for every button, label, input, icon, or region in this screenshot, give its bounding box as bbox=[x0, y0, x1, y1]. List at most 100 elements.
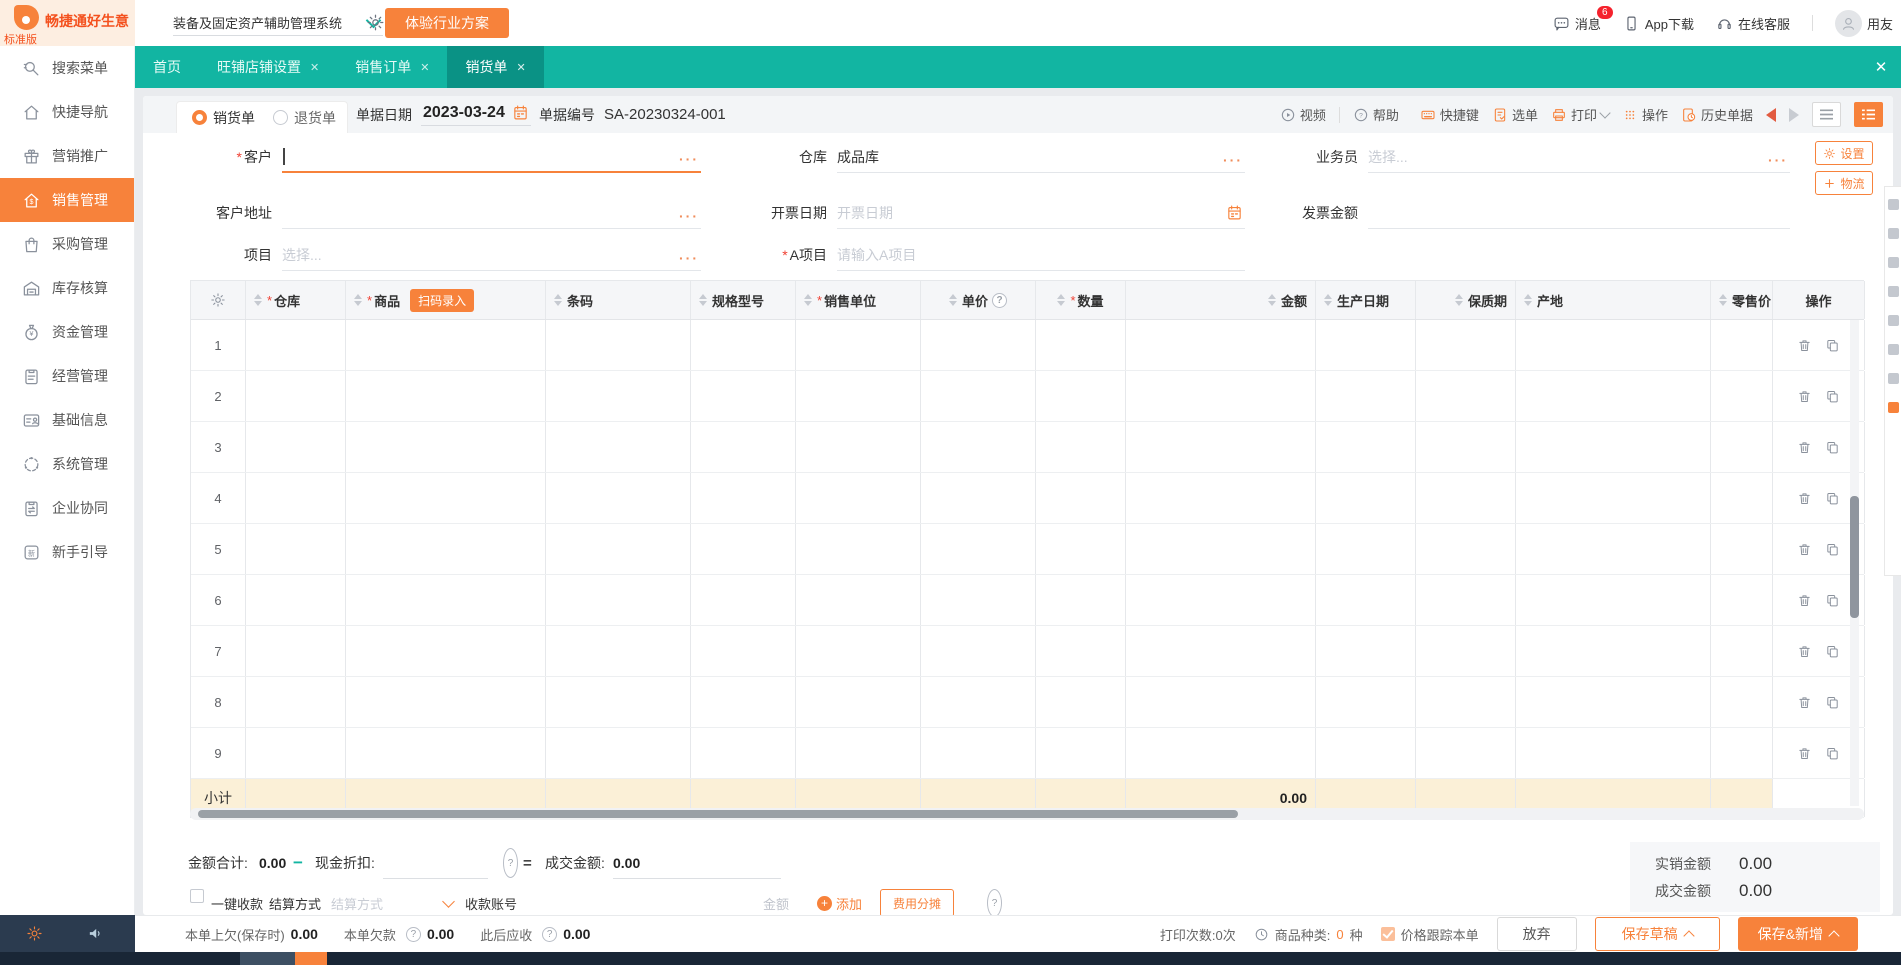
radio-sale-order[interactable]: 销货单 bbox=[192, 108, 255, 128]
side-tool-icon[interactable] bbox=[1887, 315, 1899, 326]
sidebar-item-2[interactable]: 营销推广 bbox=[0, 134, 134, 178]
sidebar-item-9[interactable]: 系统管理 bbox=[0, 442, 134, 486]
customer-input[interactable]: ··· bbox=[282, 141, 701, 173]
table-cell[interactable] bbox=[346, 473, 546, 523]
sidebar-item-4[interactable]: 采购管理 bbox=[0, 222, 134, 266]
sort-icon[interactable] bbox=[1719, 294, 1727, 306]
table-cell[interactable] bbox=[1711, 677, 1773, 727]
table-row[interactable]: 4 bbox=[191, 473, 1865, 524]
side-tool-icon[interactable] bbox=[1887, 228, 1899, 239]
table-cell[interactable] bbox=[691, 422, 796, 472]
sidebar-item-6[interactable]: ¥ 资金管理 bbox=[0, 310, 134, 354]
save-draft-button[interactable]: 保存草稿 bbox=[1594, 917, 1720, 951]
sort-icon[interactable] bbox=[354, 294, 362, 306]
table-cell[interactable]: 9 bbox=[191, 728, 246, 778]
table-cell[interactable] bbox=[1773, 626, 1865, 676]
sort-icon[interactable] bbox=[554, 294, 562, 306]
table-cell[interactable] bbox=[1316, 320, 1416, 370]
close-all-tabs-icon[interactable]: ✕ bbox=[1874, 59, 1888, 76]
sort-icon[interactable] bbox=[948, 294, 957, 306]
sort-icon[interactable] bbox=[1267, 294, 1276, 306]
table-cell[interactable] bbox=[1036, 320, 1126, 370]
table-cell[interactable] bbox=[246, 677, 346, 727]
help-icon[interactable]: ? bbox=[987, 889, 1002, 917]
table-cell[interactable] bbox=[1036, 422, 1126, 472]
table-cell[interactable] bbox=[1516, 728, 1711, 778]
table-cell[interactable] bbox=[1516, 575, 1711, 625]
table-cell[interactable] bbox=[1773, 677, 1865, 727]
help-icon[interactable]: ? bbox=[503, 848, 518, 878]
table-row[interactable]: 5 bbox=[191, 524, 1865, 575]
address-input[interactable]: ··· bbox=[282, 197, 701, 229]
table-cell[interactable] bbox=[1416, 371, 1516, 421]
table-settings-icon[interactable] bbox=[210, 292, 226, 308]
close-tab-icon[interactable]: ✕ bbox=[420, 61, 430, 74]
table-cell[interactable] bbox=[1316, 524, 1416, 574]
table-cell[interactable] bbox=[1126, 626, 1316, 676]
table-cell[interactable]: 5 bbox=[191, 524, 246, 574]
table-cell[interactable] bbox=[546, 371, 691, 421]
horizontal-scrollbar[interactable] bbox=[190, 808, 1864, 820]
table-cell[interactable] bbox=[246, 473, 346, 523]
close-tab-icon[interactable]: ✕ bbox=[516, 61, 526, 74]
pick-order-button[interactable]: 选单 bbox=[1492, 105, 1538, 124]
table-cell[interactable] bbox=[1516, 371, 1711, 421]
table-cell[interactable] bbox=[921, 320, 1036, 370]
table-cell[interactable] bbox=[1516, 626, 1711, 676]
table-cell[interactable] bbox=[1711, 524, 1773, 574]
table-cell[interactable] bbox=[921, 524, 1036, 574]
try-industry-button[interactable]: 体验行业方案 bbox=[385, 8, 509, 38]
table-cell[interactable] bbox=[1316, 371, 1416, 421]
table-cell[interactable] bbox=[1416, 728, 1516, 778]
sidebar-item-11[interactable]: 新 新手引导 bbox=[0, 530, 134, 574]
table-cell[interactable] bbox=[346, 371, 546, 421]
sort-icon[interactable] bbox=[699, 294, 707, 306]
table-cell[interactable] bbox=[921, 677, 1036, 727]
table-cell[interactable] bbox=[796, 524, 921, 574]
table-cell[interactable] bbox=[1516, 320, 1711, 370]
table-cell[interactable] bbox=[1416, 320, 1516, 370]
sidebar-item-8[interactable]: 基础信息 bbox=[0, 398, 134, 442]
table-cell[interactable] bbox=[346, 422, 546, 472]
copy-row-icon[interactable] bbox=[1825, 338, 1840, 353]
table-cell[interactable] bbox=[796, 626, 921, 676]
logistics-button[interactable]: 物流 bbox=[1815, 171, 1873, 195]
warehouse-input[interactable]: 成品库 ··· bbox=[837, 141, 1245, 173]
table-cell[interactable] bbox=[1416, 524, 1516, 574]
user-menu[interactable]: 用友 bbox=[1834, 9, 1893, 37]
ellipsis-icon[interactable]: ··· bbox=[1768, 152, 1788, 168]
table-cell[interactable] bbox=[921, 422, 1036, 472]
table-cell[interactable] bbox=[546, 677, 691, 727]
sort-icon[interactable] bbox=[1324, 294, 1332, 306]
table-cell[interactable] bbox=[1773, 422, 1865, 472]
table-cell[interactable] bbox=[921, 575, 1036, 625]
table-cell[interactable] bbox=[546, 320, 691, 370]
sort-icon[interactable] bbox=[254, 294, 262, 306]
list-view-toggle[interactable] bbox=[1812, 102, 1841, 127]
aproject-input[interactable]: 请输入A项目 bbox=[837, 239, 1245, 271]
table-cell[interactable] bbox=[546, 422, 691, 472]
copy-row-icon[interactable] bbox=[1825, 491, 1840, 506]
table-cell[interactable] bbox=[1516, 422, 1711, 472]
table-cell[interactable]: 4 bbox=[191, 473, 246, 523]
cancel-button[interactable]: 放弃 bbox=[1496, 917, 1577, 951]
table-cell[interactable] bbox=[1711, 371, 1773, 421]
table-cell[interactable] bbox=[691, 575, 796, 625]
table-cell[interactable] bbox=[1316, 626, 1416, 676]
delete-row-icon[interactable] bbox=[1797, 644, 1812, 659]
table-cell[interactable] bbox=[691, 728, 796, 778]
table-cell[interactable]: 2 bbox=[191, 371, 246, 421]
table-cell[interactable] bbox=[1126, 575, 1316, 625]
table-cell[interactable] bbox=[1711, 473, 1773, 523]
tab-2[interactable]: 销售订单 ✕ bbox=[337, 46, 447, 88]
table-row[interactable]: 8 bbox=[191, 677, 1865, 728]
table-cell[interactable] bbox=[691, 626, 796, 676]
table-cell[interactable]: 6 bbox=[191, 575, 246, 625]
table-cell[interactable] bbox=[796, 422, 921, 472]
table-row[interactable]: 2 bbox=[191, 371, 1865, 422]
table-cell[interactable] bbox=[921, 371, 1036, 421]
help-icon[interactable]: ? bbox=[405, 926, 421, 942]
sidebar-item-3[interactable]: $ 销售管理 bbox=[0, 178, 134, 222]
price-track-item[interactable]: 价格跟踪本单 bbox=[1380, 925, 1479, 944]
sort-icon[interactable] bbox=[1057, 294, 1066, 306]
